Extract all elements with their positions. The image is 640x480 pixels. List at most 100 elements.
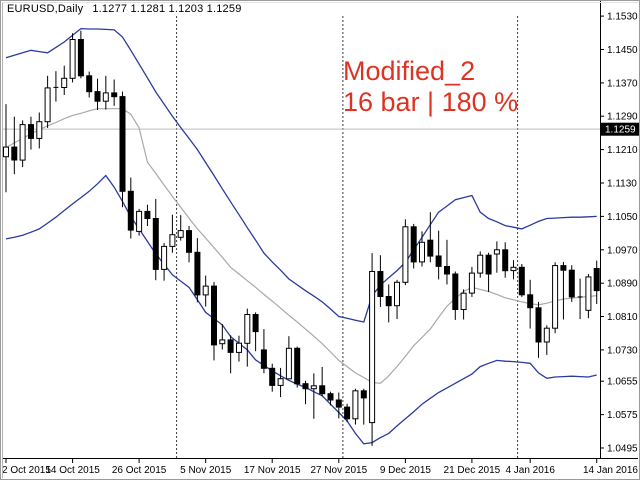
- candle: [419, 231, 425, 267]
- candle: [385, 284, 392, 323]
- indicator-params-label: 16 bar | 180 %: [343, 87, 519, 117]
- indicator-upper-band-line: [5, 27, 597, 323]
- candle: [444, 239, 450, 285]
- candle: [527, 279, 534, 329]
- candle: [543, 325, 550, 355]
- candle: [94, 78, 101, 110]
- candle: [568, 265, 575, 302]
- candle: [269, 363, 276, 392]
- candle: [77, 30, 84, 79]
- candle: [452, 271, 459, 320]
- price-tick-label: 1.0890: [607, 279, 638, 290]
- candle: [219, 324, 226, 350]
- candle: [11, 116, 18, 175]
- candles-layer: [3, 30, 600, 446]
- candle: [177, 215, 184, 241]
- candle: [319, 367, 326, 397]
- indicator-lower-band-line: [5, 174, 597, 445]
- candle: [377, 255, 384, 307]
- candle: [310, 373, 317, 419]
- candle: [302, 380, 309, 405]
- candle: [477, 251, 484, 278]
- candle: [435, 230, 442, 280]
- indicator-annotation: Modified_2 16 bar | 180 %: [343, 56, 518, 118]
- candle: [244, 308, 251, 367]
- candle: [28, 116, 34, 150]
- price-tick-label: 1.1050: [607, 212, 638, 223]
- candle: [585, 274, 592, 319]
- time-tick-label: 26 Oct 2015: [112, 465, 167, 476]
- time-tick-label: 17 Nov 2015: [244, 465, 301, 476]
- candle: [86, 71, 93, 98]
- time-tick-label: 4 Jan 2016: [505, 465, 555, 476]
- candle: [53, 71, 59, 102]
- candle: [510, 260, 517, 280]
- indicator-name-label: Modified_2: [343, 56, 476, 86]
- candle: [161, 243, 168, 281]
- price-tick-label: 1.0575: [607, 410, 638, 421]
- candle: [111, 79, 118, 106]
- price-tick-label: 1.0495: [607, 444, 638, 455]
- quote-ohlc-label: 1.1277 1.1281 1.1203 1.1259: [92, 3, 242, 15]
- candle: [535, 301, 542, 358]
- time-tick-label: 21 Dec 2015: [444, 465, 501, 476]
- chart-title: EURUSD,Daily 1.1277 1.1281 1.1203 1.1259: [7, 3, 242, 15]
- price-tick-label: 1.1130: [607, 179, 637, 190]
- candle: [560, 261, 567, 320]
- candle: [69, 33, 76, 83]
- time-tick-label: 5 Nov 2015: [180, 465, 232, 476]
- candle: [127, 177, 134, 239]
- candle: [352, 388, 359, 425]
- candle: [285, 336, 292, 380]
- candle: [227, 335, 234, 374]
- price-tick-label: 1.0810: [607, 312, 638, 323]
- candle: [369, 253, 376, 446]
- price-tick-label: 1.0730: [607, 345, 638, 356]
- candle: [44, 75, 51, 128]
- candle: [260, 329, 267, 374]
- price-tick-label: 1.0655: [607, 377, 638, 388]
- candle: [335, 392, 342, 419]
- candle: [485, 252, 492, 292]
- price-tick-label: 1.1530: [607, 12, 638, 23]
- candle: [152, 198, 159, 281]
- candle: [186, 226, 192, 263]
- time-tick-label: 9 Dec 2015: [380, 465, 432, 476]
- candle: [236, 335, 242, 362]
- current-price-tag: [600, 122, 640, 136]
- price-tick-label: 1.1450: [607, 45, 638, 56]
- candle: [169, 214, 176, 253]
- candle: [402, 219, 409, 286]
- symbol-period-label: EURUSD,Daily: [7, 3, 84, 15]
- candle: [36, 112, 43, 149]
- time-tick-label: 27 Nov 2015: [310, 465, 367, 476]
- candle: [327, 391, 334, 406]
- candle: [593, 260, 600, 304]
- current-price-tag-label: 1.1259: [605, 125, 636, 136]
- candle: [144, 204, 151, 226]
- candle: [252, 312, 259, 352]
- candle: [202, 275, 209, 307]
- price-tick-label: 1.1210: [607, 145, 638, 156]
- candle: [211, 281, 217, 361]
- candle: [119, 91, 126, 208]
- candle: [19, 120, 26, 168]
- candle: [427, 212, 434, 263]
- candle: [294, 346, 301, 388]
- candle: [277, 367, 284, 398]
- candle: [518, 264, 525, 297]
- candle: [360, 388, 367, 425]
- candle: [577, 278, 583, 319]
- price-tick-label: 1.1290: [607, 112, 638, 123]
- candle: [394, 279, 400, 319]
- price-tick-label: 1.1370: [607, 78, 638, 89]
- candle: [468, 266, 475, 297]
- price-axis[interactable]: 1.1530 1.1450 1.1370 1.1290 1.1210 1.1130 1.10…: [600, 12, 638, 455]
- candle: [194, 238, 201, 303]
- candle: [502, 242, 509, 278]
- time-tick-label: 2 Oct 2015: [2, 465, 51, 476]
- candle: [102, 75, 109, 110]
